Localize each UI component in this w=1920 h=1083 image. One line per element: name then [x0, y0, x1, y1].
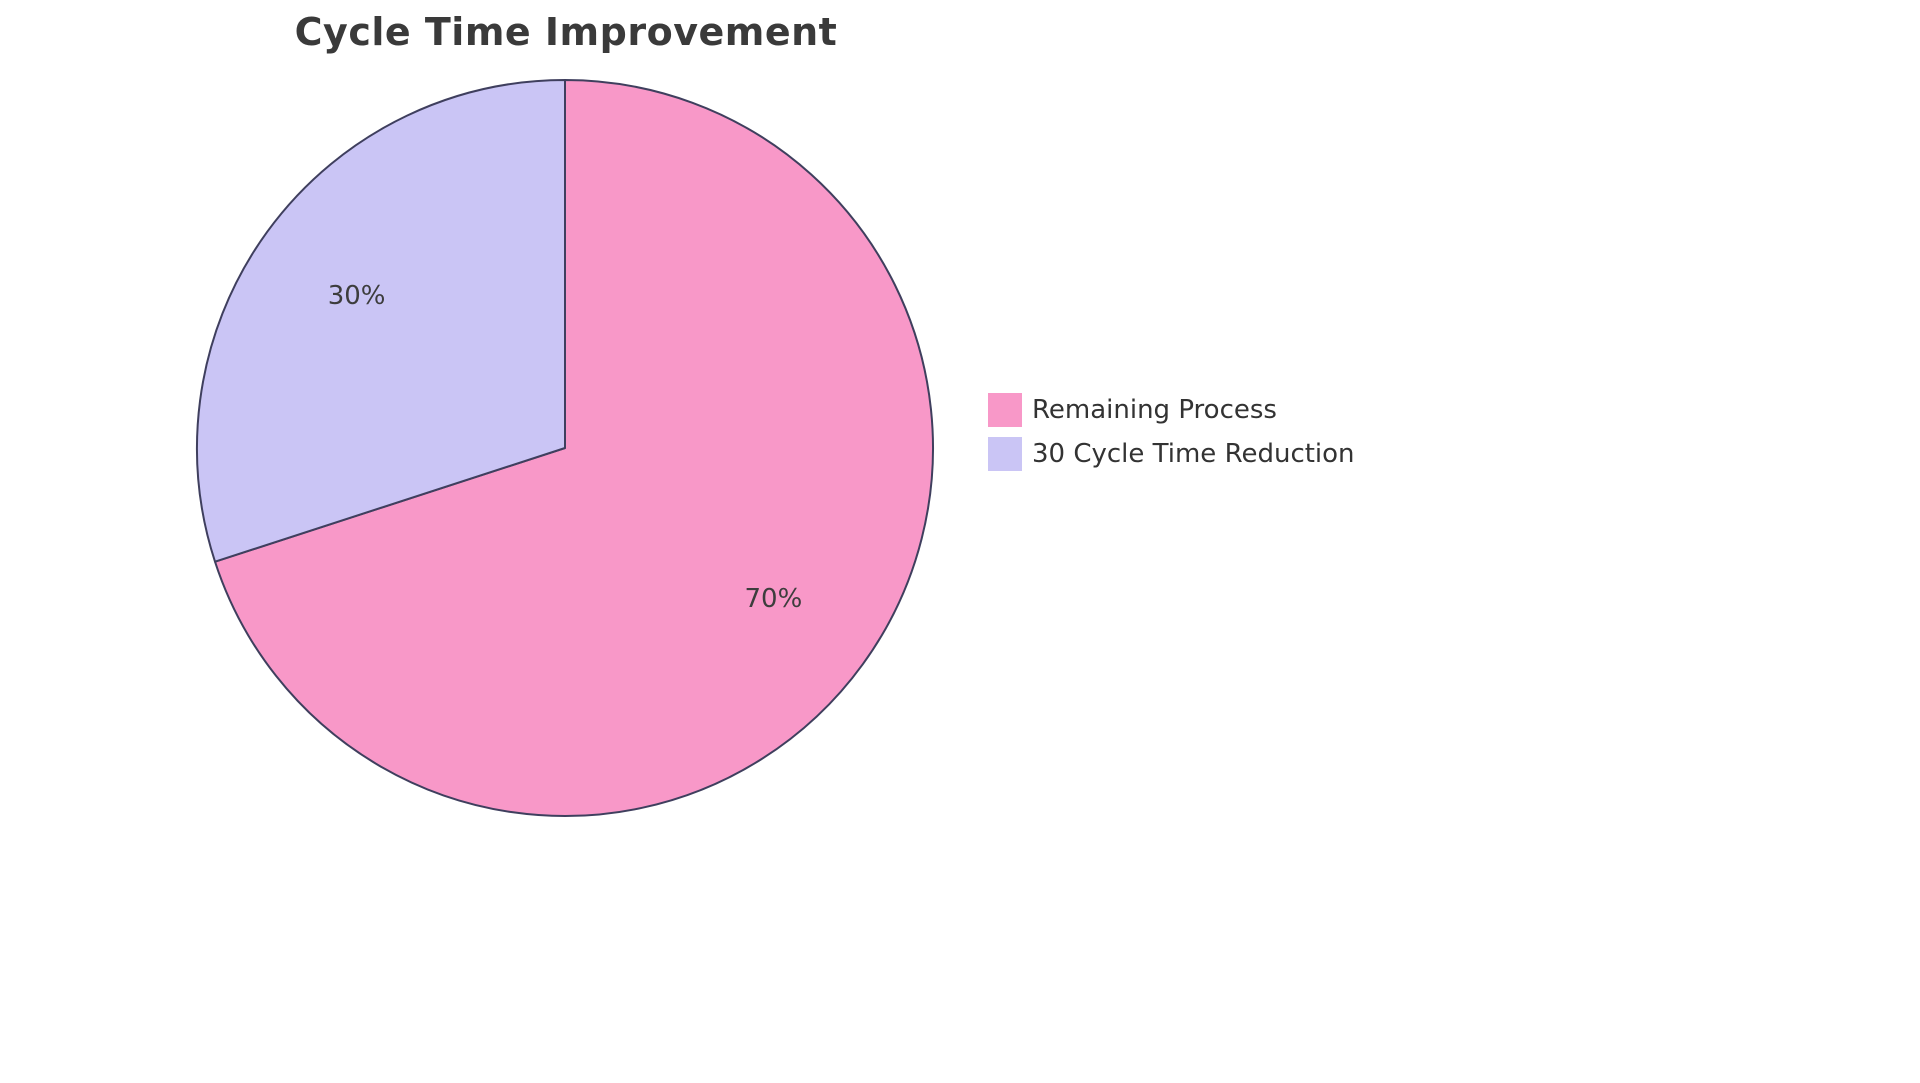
legend-item-remaining-process[interactable]: Remaining Process: [988, 393, 1355, 427]
legend-label-cycle-time-reduction: 30 Cycle Time Reduction: [1032, 439, 1355, 469]
slice-percent-label-1: 30%: [328, 281, 386, 311]
pie-slice-1[interactable]: [196, 79, 566, 563]
legend-item-cycle-time-reduction[interactable]: 30 Cycle Time Reduction: [988, 437, 1355, 471]
pie-slice-0[interactable]: [214, 79, 934, 817]
slice-percent-label-0: 70%: [745, 584, 803, 614]
legend-swatch-remaining-process: [988, 393, 1022, 427]
legend-swatch-cycle-time-reduction: [988, 437, 1022, 471]
chart-title: Cycle Time Improvement: [294, 10, 838, 54]
legend-label-remaining-process: Remaining Process: [1032, 395, 1277, 425]
chart-legend: Remaining Process 30 Cycle Time Reductio…: [988, 393, 1355, 471]
